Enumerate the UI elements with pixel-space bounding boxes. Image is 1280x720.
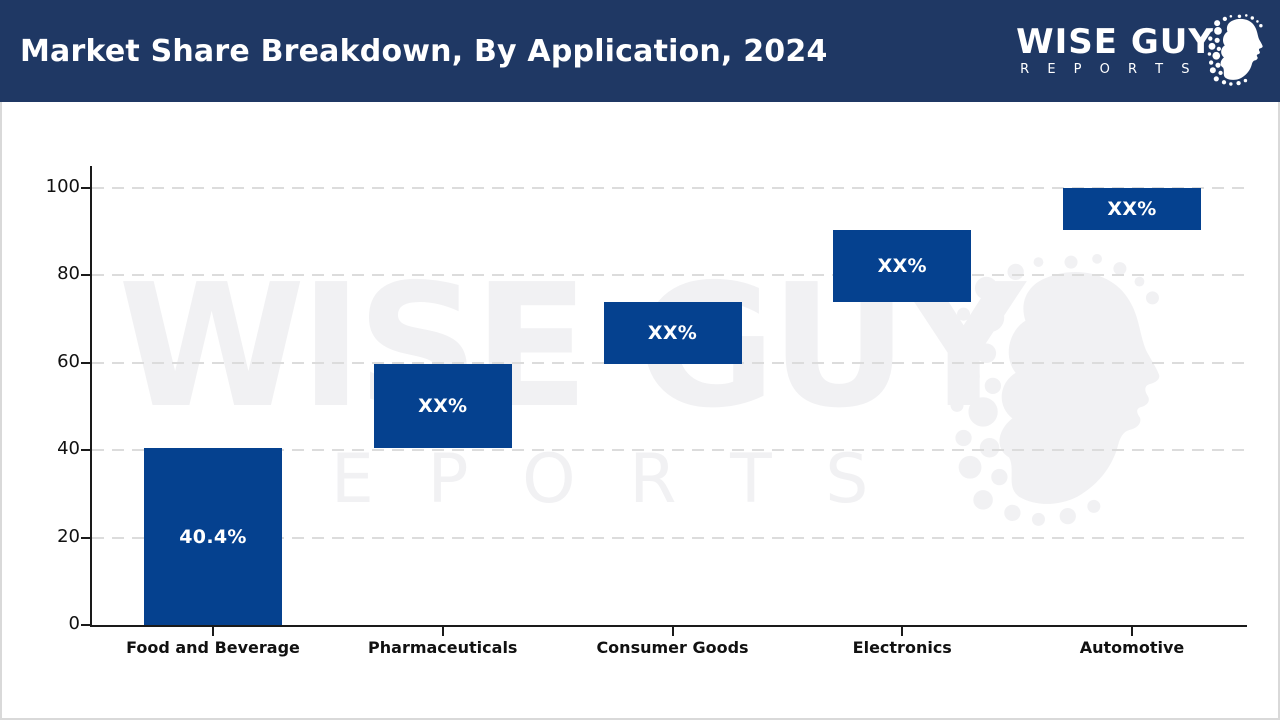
header-bar: Market Share Breakdown, By Application, … (0, 0, 1280, 102)
bar-consumer-goods: XX% (603, 302, 742, 365)
gridline-100 (92, 187, 1247, 189)
x-tick-label-electronics: Electronics (852, 638, 952, 657)
y-tick (81, 624, 90, 626)
brand-tagline: R E P O R T S (1020, 61, 1197, 77)
bar-value-label: XX% (877, 254, 927, 277)
gridline-40 (92, 449, 1247, 452)
brand-logo: WISE GUY R E P O R T S (1016, 13, 1280, 89)
bar-food-and-beverage: 40.4% (144, 448, 282, 625)
y-tick-label: 40 (57, 438, 80, 460)
x-tick-label-food-and-beverage: Food and Beverage (126, 638, 300, 657)
bar-electronics: XX% (833, 229, 972, 303)
x-tick (901, 627, 904, 636)
y-tick (81, 536, 90, 539)
y-tick (81, 361, 90, 364)
y-tick-label: 100 (45, 176, 80, 197)
brand-name: WISE GUY (1016, 22, 1214, 63)
x-tick-label-pharmaceuticals: Pharmaceuticals (368, 638, 518, 657)
watermark-text-line2: R E P O R T S (230, 440, 885, 519)
y-tick (81, 187, 90, 189)
x-tick (1131, 627, 1133, 636)
x-tick-label-consumer-goods: Consumer Goods (596, 638, 749, 657)
bar-pharmaceuticals: XX% (373, 364, 512, 449)
x-tick (441, 627, 444, 636)
bar-value-label: XX% (418, 395, 468, 418)
chart-canvas: WISE GUY R E P O R T S 0 20 40 60 80 100 40.4%… (0, 102, 1280, 720)
y-tick-label: 0 (68, 613, 80, 634)
y-tick (81, 274, 90, 277)
y-axis-spine (90, 166, 92, 627)
gridline-80 (92, 274, 1247, 277)
plot-area: 0 20 40 60 80 100 40.4% Food and Beverage XX% Pha… (2, 102, 1278, 718)
x-axis-spine (90, 625, 1247, 627)
y-tick-label: 60 (57, 350, 80, 372)
gridline-20 (92, 536, 1247, 539)
y-tick-label: 20 (57, 525, 80, 547)
y-tick (81, 449, 90, 452)
bar-automotive: XX% (1063, 188, 1201, 230)
x-tick (212, 627, 214, 636)
bar-value-label: 40.4% (179, 525, 247, 548)
y-tick-label: 80 (57, 263, 80, 285)
bar-value-label: XX% (1107, 197, 1157, 220)
x-tick (671, 627, 674, 636)
chart-title: Market Share Breakdown, By Application, … (20, 33, 828, 69)
dotted-face-profile-icon (1206, 13, 1266, 89)
x-tick-label-automotive: Automotive (1079, 638, 1185, 657)
brand-logo-text: WISE GUY R E P O R T S (1016, 22, 1214, 77)
bar-value-label: XX% (647, 322, 698, 345)
